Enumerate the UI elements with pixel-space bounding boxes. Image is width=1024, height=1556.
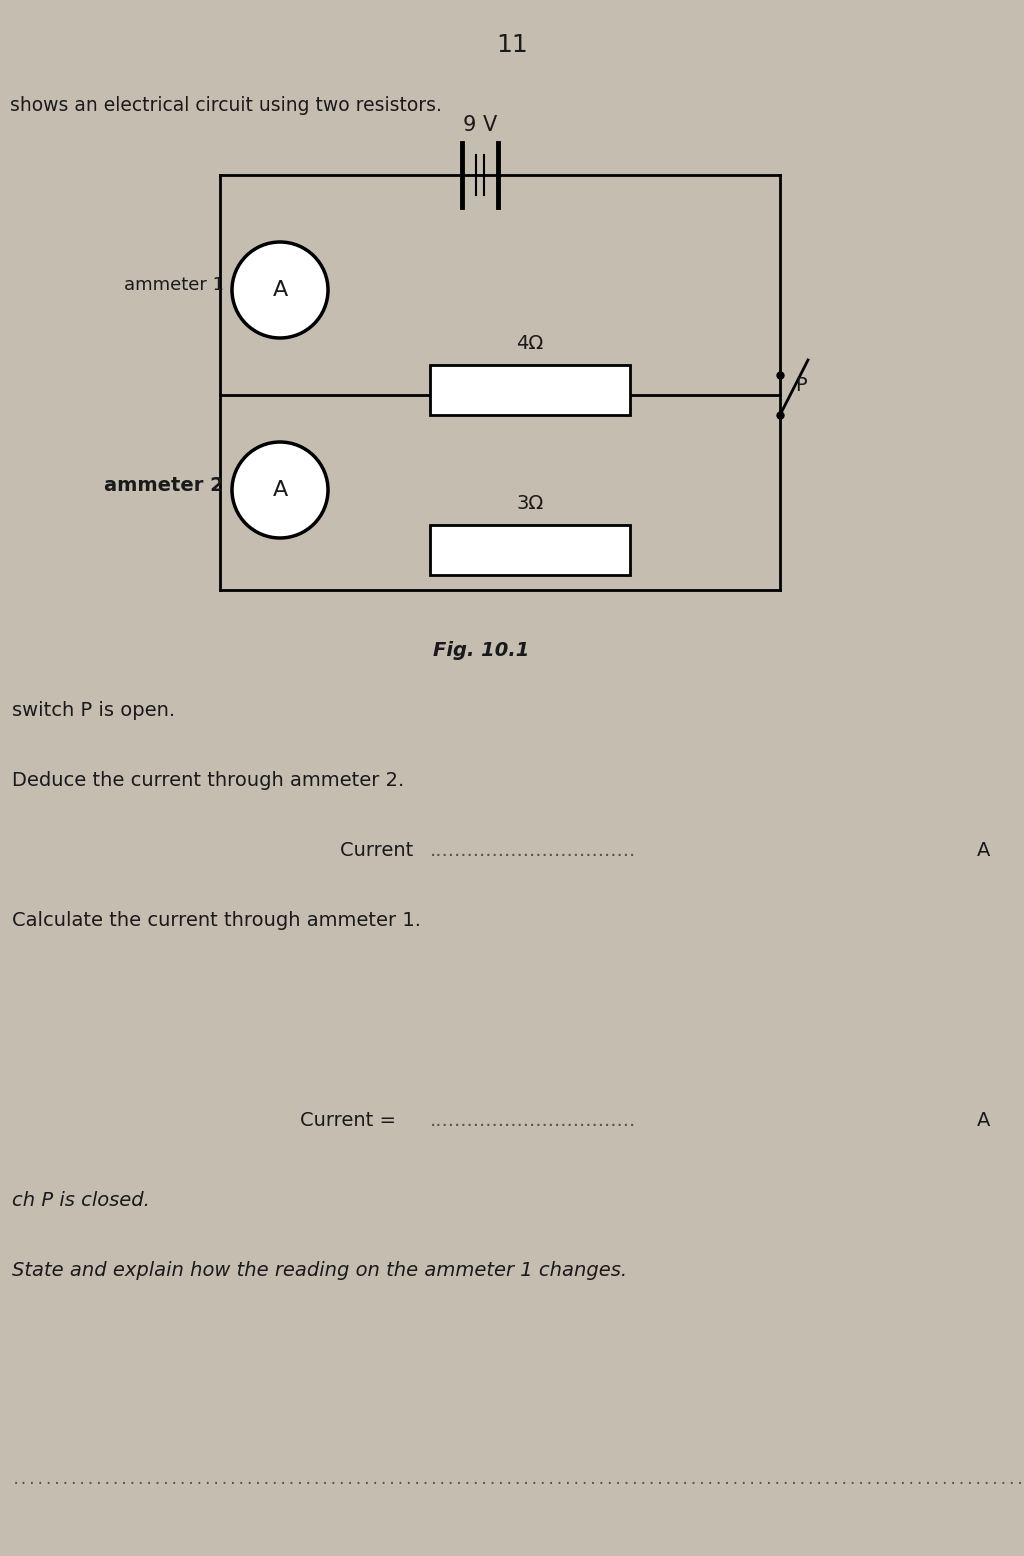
Circle shape: [232, 442, 328, 538]
Text: Calculate the current through ammeter 1.: Calculate the current through ammeter 1.: [12, 910, 421, 929]
Text: 9 V: 9 V: [463, 115, 497, 135]
Text: switch P is open.: switch P is open.: [12, 700, 175, 719]
Text: ................................................................................: ........................................…: [12, 1474, 1024, 1488]
Text: ammeter 1: ammeter 1: [124, 275, 224, 294]
Text: A: A: [272, 280, 288, 300]
Text: 11: 11: [496, 33, 528, 58]
Text: 3Ω: 3Ω: [516, 493, 544, 513]
Bar: [430, 524, 630, 576]
Text: 4Ω: 4Ω: [516, 335, 544, 353]
Text: ammeter 2: ammeter 2: [104, 476, 224, 495]
Text: A: A: [977, 1111, 990, 1130]
Text: A: A: [272, 479, 288, 499]
Text: .................................: .................................: [430, 840, 636, 859]
Text: State and explain how the reading on the ammeter 1 changes.: State and explain how the reading on the…: [12, 1260, 627, 1279]
Text: ch P is closed.: ch P is closed.: [12, 1190, 150, 1209]
Text: Current =: Current =: [300, 1111, 402, 1130]
Text: Current: Current: [340, 840, 420, 859]
Text: Fig. 10.1: Fig. 10.1: [433, 641, 529, 660]
Text: A: A: [977, 840, 990, 859]
Text: .................................: .................................: [430, 1111, 636, 1130]
Text: P: P: [795, 375, 807, 395]
Bar: [430, 366, 630, 415]
Text: shows an electrical circuit using two resistors.: shows an electrical circuit using two re…: [10, 95, 442, 115]
Text: Deduce the current through ammeter 2.: Deduce the current through ammeter 2.: [12, 770, 404, 789]
Circle shape: [232, 243, 328, 338]
